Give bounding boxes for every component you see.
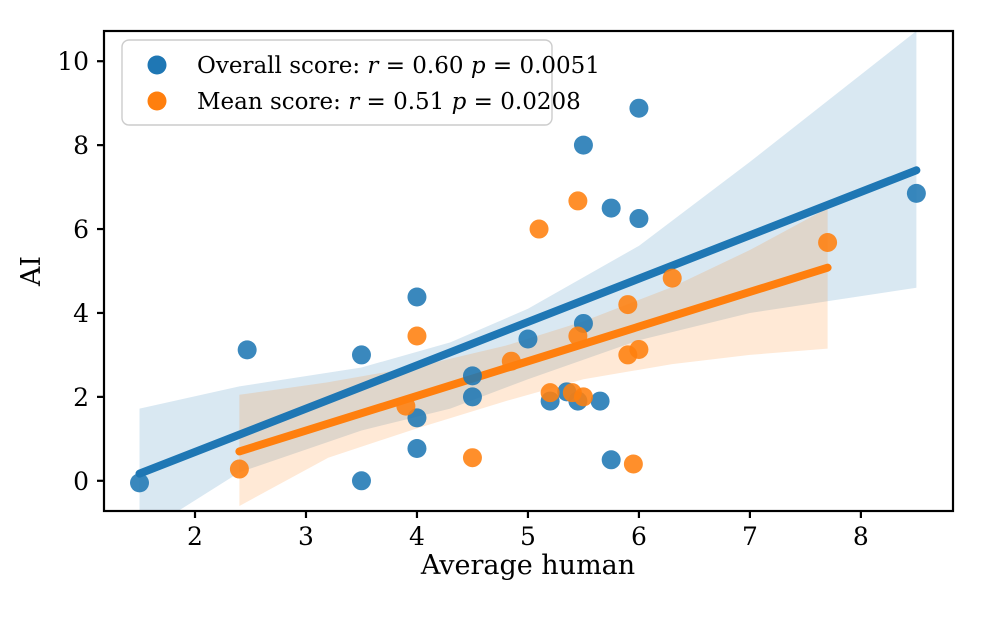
legend-label-1: Overall score: r = 0.60 p = 0.0051 [197, 53, 600, 79]
legend-frame [121, 39, 553, 126]
data-point [601, 450, 621, 470]
y-axis-ticks: 0 2 4 6 8 10 [57, 47, 104, 496]
data-point [396, 396, 416, 416]
data-point [618, 295, 638, 315]
y-tick-label: 4 [73, 299, 89, 328]
y-tick-label: 2 [73, 383, 89, 412]
data-point [518, 329, 538, 349]
data-point [462, 387, 482, 407]
regression-line-1 [135, 166, 921, 478]
legend-marker-2 [147, 91, 167, 111]
x-tick-label: 4 [409, 522, 425, 551]
regression-lines [135, 166, 921, 478]
x-axis-ticks: 2 3 4 5 6 7 8 [187, 511, 869, 551]
data-point [351, 345, 371, 365]
data-point [906, 183, 926, 203]
data-point [601, 198, 621, 218]
data-point [568, 326, 588, 346]
x-tick-label: 6 [631, 522, 647, 551]
y-axis-label: AI [16, 256, 47, 287]
data-point [407, 438, 427, 458]
data-point [540, 383, 560, 403]
data-point [462, 366, 482, 386]
data-point [462, 448, 482, 468]
data-point [229, 459, 249, 479]
regression-line-2 [235, 263, 832, 456]
data-point [629, 209, 649, 229]
data-point [407, 287, 427, 307]
legend: Overall score: r = 0.60 p = 0.0051 Mean s… [121, 39, 600, 126]
legend-marker-1 [147, 55, 167, 75]
data-point [130, 473, 150, 493]
y-tick-label: 10 [57, 47, 89, 76]
legend-label-2: Mean score: r = 0.51 p = 0.0208 [197, 89, 581, 115]
data-point [529, 219, 549, 239]
x-tick-label: 7 [742, 522, 758, 551]
data-point [407, 326, 427, 346]
x-tick-label: 8 [853, 522, 869, 551]
x-tick-label: 5 [520, 522, 536, 551]
x-tick-label: 2 [187, 522, 203, 551]
data-point [623, 454, 643, 474]
data-point [629, 98, 649, 118]
data-point [590, 391, 610, 411]
y-tick-label: 6 [73, 215, 89, 244]
y-tick-label: 0 [73, 467, 89, 496]
data-points [130, 98, 926, 493]
data-point [573, 387, 593, 407]
data-point [237, 340, 257, 360]
data-point [351, 471, 371, 491]
confidence-band-1 [139, 31, 917, 511]
data-point [501, 351, 521, 371]
data-point [573, 135, 593, 155]
y-tick-label: 8 [73, 131, 89, 160]
data-point [818, 232, 838, 252]
x-axis-label: Average human [420, 550, 635, 581]
data-point [662, 268, 682, 288]
data-point [629, 339, 649, 359]
x-tick-label: 3 [298, 522, 314, 551]
data-point [568, 191, 588, 211]
